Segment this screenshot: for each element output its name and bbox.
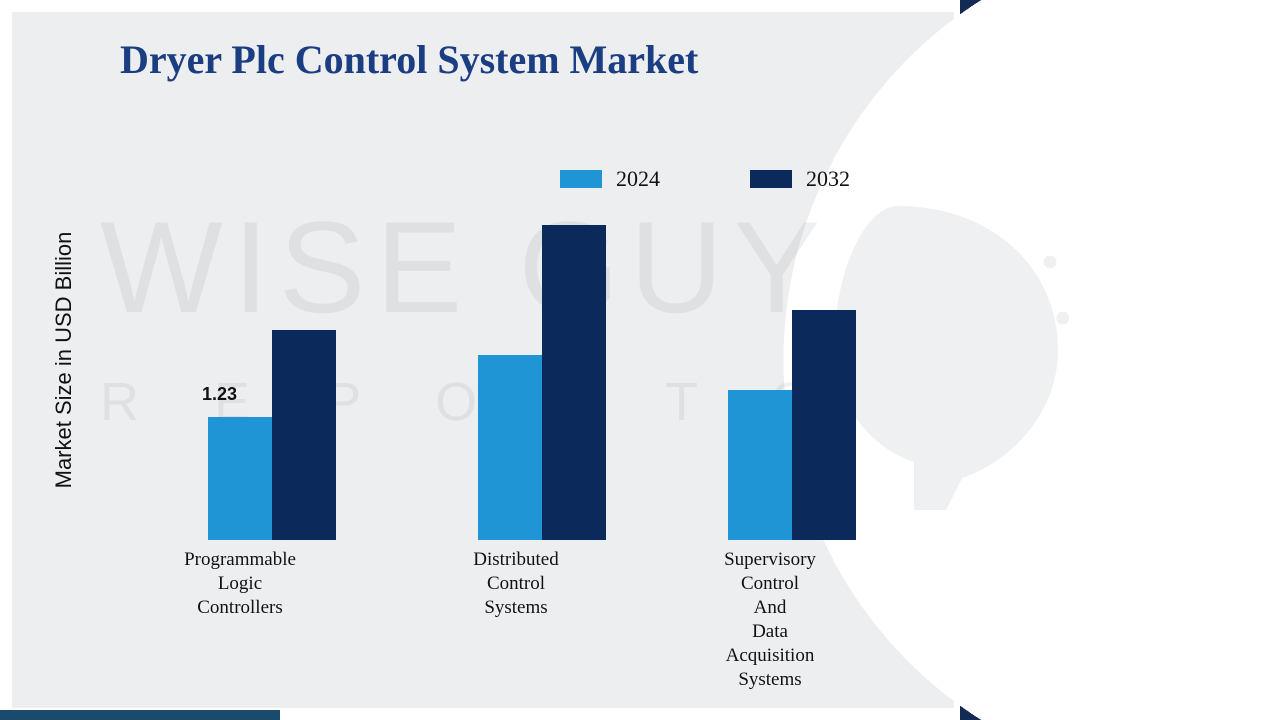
legend-label-2024: 2024 <box>616 166 660 192</box>
bar-2032 <box>272 330 336 540</box>
bar-2032 <box>542 225 606 540</box>
category-label: SupervisoryControlAndDataAcquisitionSyst… <box>680 548 860 692</box>
bar-2024 <box>728 390 792 540</box>
bottom-accent-bar <box>0 710 280 720</box>
legend-item-2024: 2024 <box>560 166 660 192</box>
legend-item-2032: 2032 <box>750 166 850 192</box>
infographic-canvas: WISE GUY R E P O R T S Dryer Plc Control… <box>0 0 1280 720</box>
brand-line1: WISE GUY <box>988 18 1260 54</box>
bar-2024 <box>208 417 272 540</box>
chart-legend: 2024 2032 <box>560 166 850 192</box>
brand-panel <box>960 0 1280 720</box>
brand-line2: R E P O R T S <box>988 56 1260 77</box>
legend-swatch-2024 <box>560 170 602 188</box>
category-label: DistributedControlSystems <box>426 548 606 620</box>
plot-area: 1.23 <box>148 190 918 540</box>
legend-label-2032: 2032 <box>806 166 850 192</box>
legend-swatch-2032 <box>750 170 792 188</box>
y-axis-label: Market Size in USD Billion <box>51 232 77 489</box>
bar-2032 <box>792 310 856 540</box>
brand-logo: WISE GUY R E P O R T S <box>988 18 1260 77</box>
category-label: ProgrammableLogicControllers <box>150 548 330 620</box>
page-title: Dryer Plc Control System Market <box>120 36 698 83</box>
bar-2024 <box>478 355 542 540</box>
bar-value-label: 1.23 <box>202 384 237 405</box>
